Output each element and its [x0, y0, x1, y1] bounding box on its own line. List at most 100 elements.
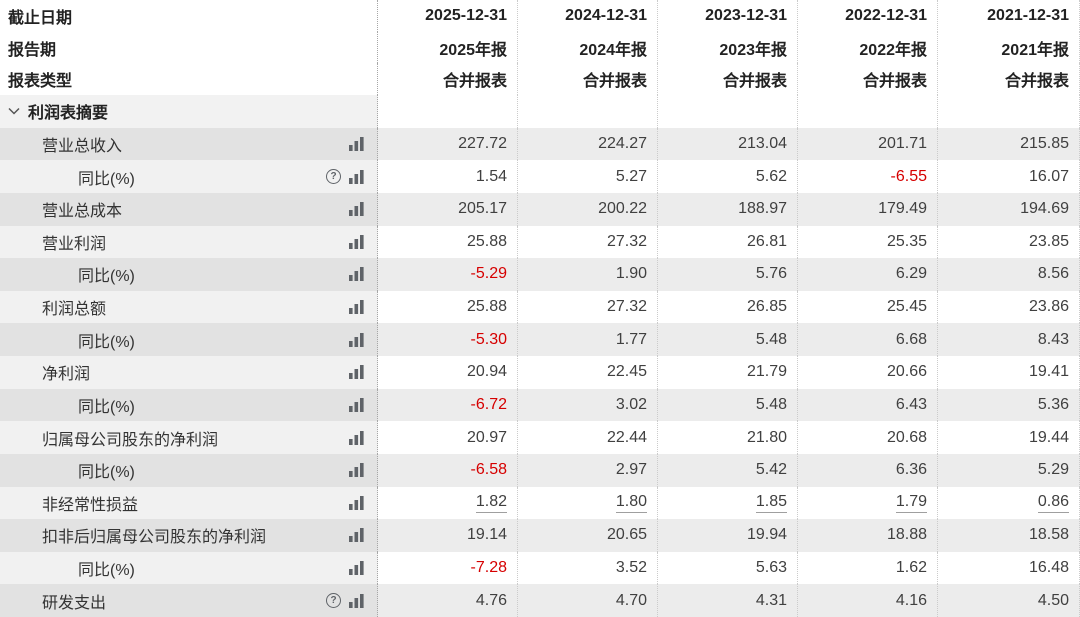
cell-value: 20.97 [466, 428, 507, 446]
column-report-type: 合并报表 [518, 63, 658, 96]
cell-value: 4.70 [615, 591, 647, 609]
bar-chart-icon[interactable] [348, 528, 365, 543]
row-label: 营业利润 [42, 235, 107, 253]
bar-chart-icon[interactable] [348, 593, 365, 608]
cell-value: -5.29 [470, 265, 507, 283]
table-body: 营业总收入 227.72 224.27 213.04 201.71 215.85… [0, 127, 1080, 617]
cell-value: 8.56 [1037, 265, 1069, 283]
cell-value: 5.36 [1037, 395, 1069, 413]
cell-value: -5.30 [470, 330, 507, 348]
help-icon[interactable]: ? [326, 169, 341, 185]
help-icon[interactable]: ? [326, 593, 341, 609]
row-label: 研发支出 [42, 594, 107, 612]
cell-value: 20.94 [466, 363, 507, 381]
bar-chart-icon[interactable] [348, 463, 365, 478]
cell-value: 224.27 [598, 134, 647, 152]
cell-value: 4.76 [475, 591, 507, 609]
cell-value[interactable]: 0.86 [1037, 493, 1069, 513]
cell-value: -6.55 [890, 167, 927, 185]
cell-value: 4.50 [1037, 591, 1069, 609]
bar-chart-icon[interactable] [348, 234, 365, 249]
bar-chart-icon[interactable] [348, 136, 365, 151]
cell-value: -6.58 [470, 461, 507, 479]
cell-value: 25.88 [466, 232, 507, 250]
chevron-down-icon[interactable] [8, 107, 20, 115]
bar-chart-icon[interactable] [348, 397, 365, 412]
table-row: 同比(%) -5.30 1.77 5.48 6.68 8.43 [0, 323, 1080, 356]
bar-chart-icon[interactable] [348, 495, 365, 510]
table-row: 营业利润 25.88 27.32 26.81 25.35 23.85 [0, 225, 1080, 259]
column-period: 2022年报 [798, 31, 938, 64]
column-report-type: 合并报表 [798, 63, 938, 96]
row-label: 净利润 [42, 366, 91, 384]
bar-chart-icon[interactable] [348, 300, 365, 315]
cell-value: 5.62 [755, 167, 787, 185]
cell-value: 5.76 [755, 265, 787, 283]
bar-chart-icon[interactable] [348, 430, 365, 445]
cell-value: 1.62 [895, 559, 927, 577]
row-label: 同比(%) [78, 170, 135, 188]
cell-value: 20.68 [886, 428, 927, 446]
row-label: 非经常性损益 [42, 496, 139, 514]
table-row: 同比(%) -6.72 3.02 5.48 6.43 5.36 [0, 388, 1080, 422]
row-label: 营业总收入 [42, 137, 123, 155]
table-row: 扣非后归属母公司股东的净利润 19.14 20.65 19.94 18.88 1… [0, 519, 1080, 552]
row-label: 同比(%) [78, 562, 135, 580]
cell-value: 21.80 [746, 428, 787, 446]
bar-chart-icon[interactable] [348, 267, 365, 282]
table-row: 净利润 20.94 22.45 21.79 20.66 19.41 [0, 356, 1080, 389]
section-row-income-statement[interactable]: 利润表摘要 [0, 95, 1080, 128]
column-date: 2022-12-31 [798, 0, 938, 32]
cell-value: 5.42 [755, 461, 787, 479]
cell-value: 21.79 [746, 363, 787, 381]
cell-value[interactable]: 1.79 [895, 493, 927, 513]
cell-value: 22.44 [606, 428, 647, 446]
column-report-type: 合并报表 [658, 63, 798, 96]
column-report-type: 合并报表 [378, 63, 518, 96]
cell-value: 1.54 [475, 167, 507, 185]
section-title: 利润表摘要 [28, 105, 109, 123]
bar-chart-icon[interactable] [348, 365, 365, 380]
cell-value: 18.58 [1028, 526, 1069, 544]
bar-chart-icon[interactable] [348, 202, 365, 217]
row-label: 归属母公司股东的净利润 [42, 431, 219, 449]
cell-value: 6.43 [895, 395, 927, 413]
cell-value[interactable]: 1.82 [475, 493, 507, 513]
cell-value: 26.81 [746, 232, 787, 250]
cell-value: 22.45 [606, 363, 647, 381]
cell-value: 27.32 [606, 298, 647, 316]
bar-chart-icon[interactable] [348, 561, 365, 576]
cell-value: 188.97 [738, 200, 787, 218]
cell-value: 6.36 [895, 461, 927, 479]
cell-value[interactable]: 1.80 [615, 493, 647, 513]
bar-chart-icon[interactable] [348, 169, 365, 184]
cell-value: 8.43 [1037, 330, 1069, 348]
cell-value: 213.04 [738, 134, 787, 152]
table-row: 同比(%) -7.28 3.52 5.63 1.62 16.48 [0, 551, 1080, 585]
bar-chart-icon[interactable] [348, 332, 365, 347]
table-header: 截止日期 2025-12-31 2024-12-31 2023-12-31 20… [0, 0, 1080, 96]
cell-value: 20.66 [886, 363, 927, 381]
column-date: 2021-12-31 [938, 0, 1080, 32]
cell-value: 25.88 [466, 298, 507, 316]
cell-value: 205.17 [458, 200, 507, 218]
cell-value: 16.48 [1028, 559, 1069, 577]
cell-value: 6.68 [895, 330, 927, 348]
table-row: 营业总收入 227.72 224.27 213.04 201.71 215.85 [0, 127, 1080, 161]
cell-value[interactable]: 1.85 [755, 493, 787, 513]
column-report-type: 合并报表 [938, 63, 1080, 96]
header-row-period: 报告期 2025年报 2024年报 2023年报 2022年报 2021年报 [0, 31, 1080, 64]
cell-value: 23.86 [1028, 298, 1069, 316]
table-row: 营业总成本 205.17 200.22 188.97 179.49 194.69 [0, 192, 1080, 226]
header-label-end-date: 截止日期 [0, 0, 378, 32]
table-row: 同比(%) -6.58 2.97 5.42 6.36 5.29 [0, 453, 1080, 487]
row-label: 同比(%) [78, 398, 135, 416]
header-row-date: 截止日期 2025-12-31 2024-12-31 2023-12-31 20… [0, 0, 1080, 32]
cell-value: 19.14 [466, 526, 507, 544]
cell-value: -6.72 [470, 395, 507, 413]
cell-value: 5.48 [755, 330, 787, 348]
cell-value: 3.02 [615, 395, 647, 413]
cell-value: 1.77 [615, 330, 647, 348]
table-row: 研发支出 ? 4.76 4.70 4.31 4.16 4.50 [0, 584, 1080, 617]
